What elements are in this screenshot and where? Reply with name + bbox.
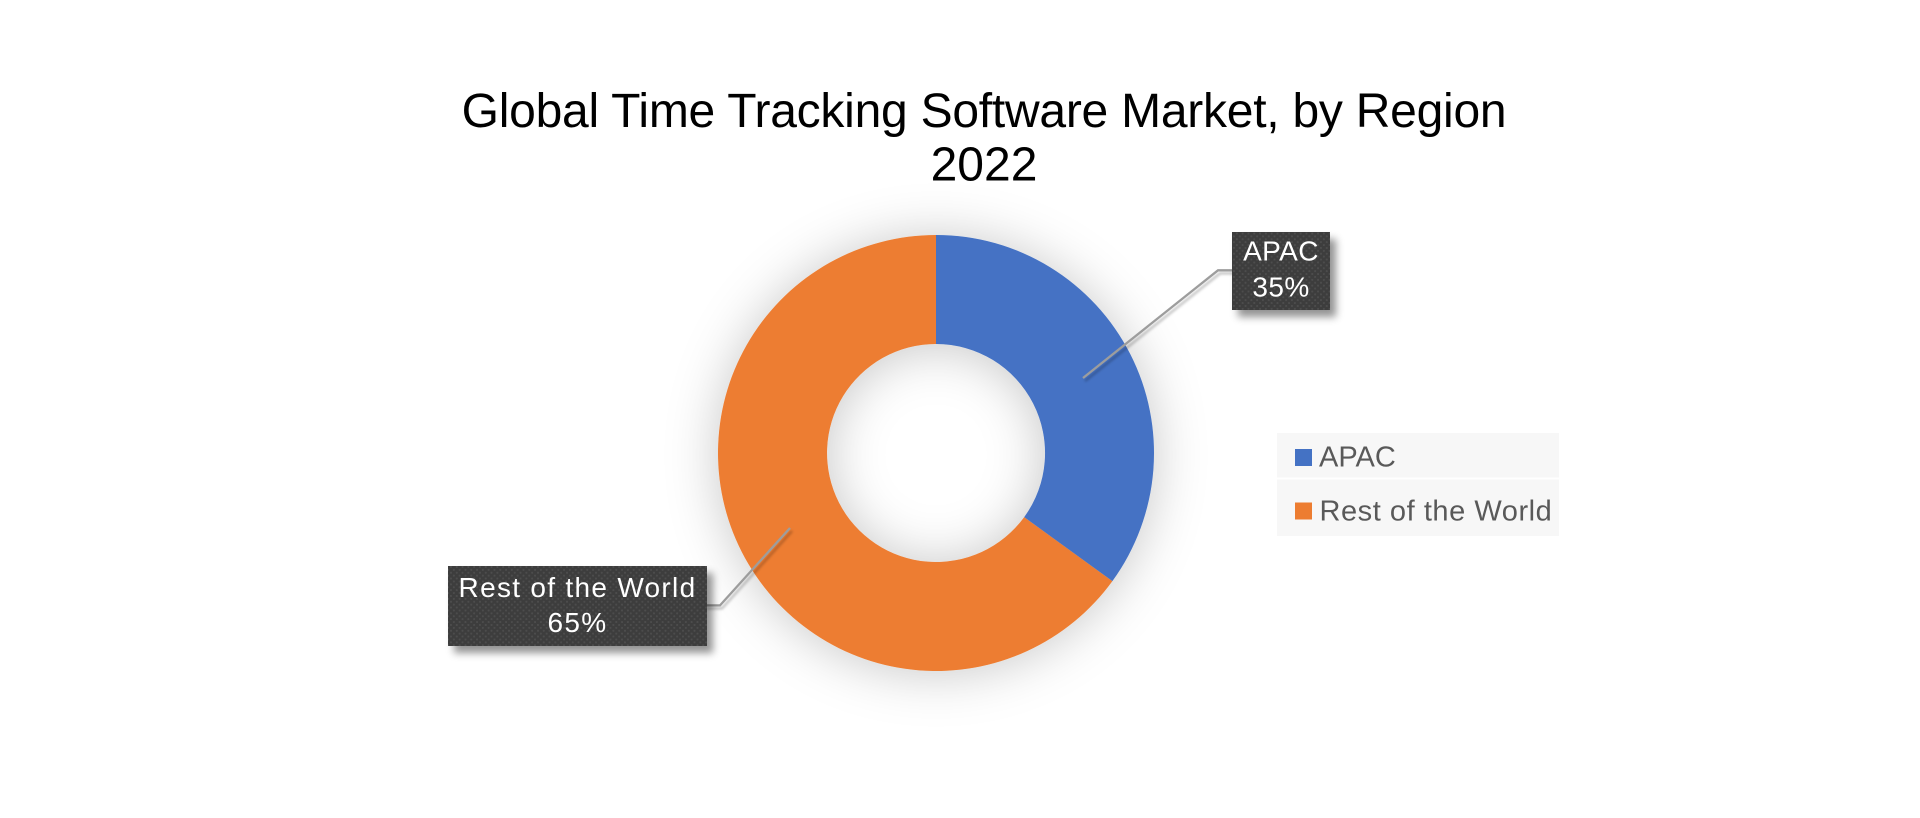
svg-text:Global Time Tracking Software: Global Time Tracking Software Market, by…: [462, 85, 1507, 138]
svg-text:Rest of the World: Rest of the World: [459, 572, 697, 603]
svg-text:Rest of the World: Rest of the World: [1320, 495, 1553, 527]
svg-text:APAC: APAC: [1319, 441, 1396, 473]
svg-text:65%: 65%: [548, 607, 608, 638]
svg-text:2022: 2022: [931, 139, 1038, 192]
svg-text:APAC: APAC: [1243, 235, 1319, 266]
svg-text:35%: 35%: [1252, 271, 1309, 302]
